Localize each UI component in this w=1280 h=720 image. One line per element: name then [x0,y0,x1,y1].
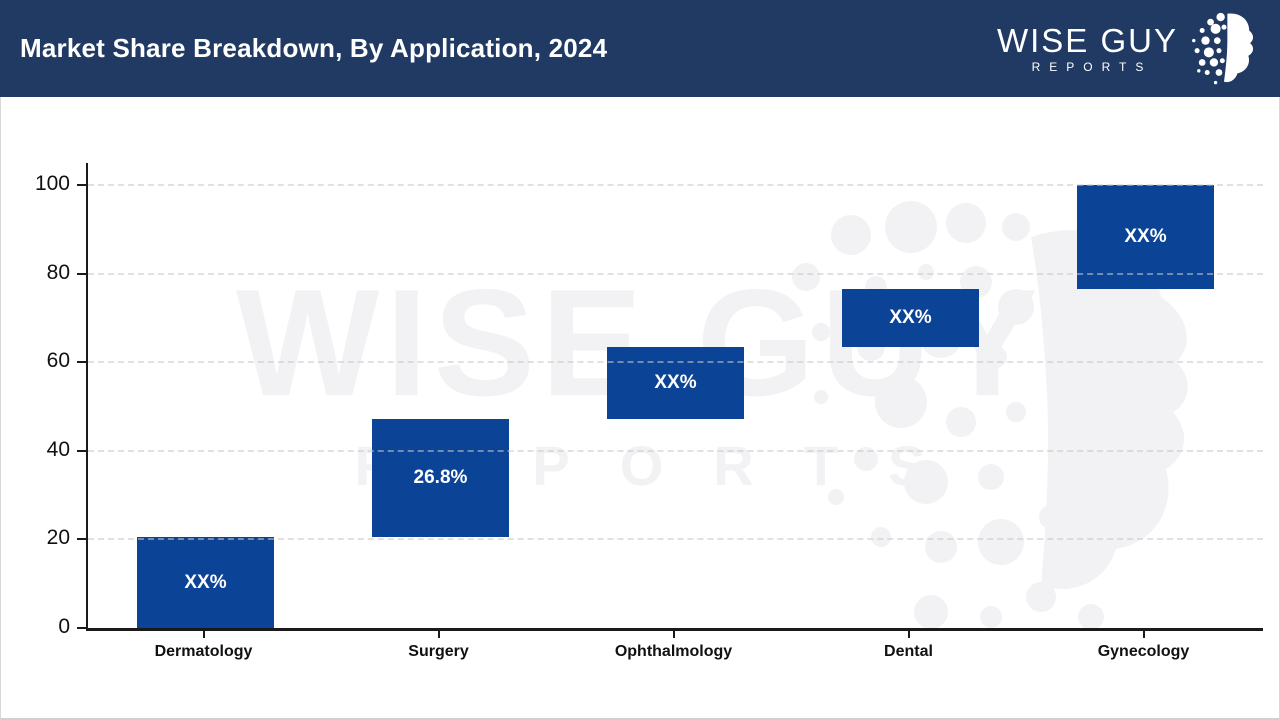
header: Market Share Breakdown, By Application, … [0,0,1280,97]
bar-ophthalmology: XX% [606,347,745,419]
y-axis-tick-label: 20 [46,526,70,550]
x-axis-tick-mark [437,631,440,638]
bar-value-label: XX% [654,371,697,393]
x-axis-tick-mark [1142,631,1145,638]
y-axis-tick-mark [77,272,86,275]
y-axis-tick-mark [77,538,86,541]
bar-gynecology: XX% [1076,185,1215,290]
y-axis-tick-mark [77,627,86,629]
page-title: Market Share Breakdown, By Application, … [20,33,608,63]
plot-area: XX% 26.8% XX% XX% XX% [86,163,1263,631]
chart-area: WISE GUY REPORTS XX% 26.8% XX% XX% XX% 0 20 40… [0,97,1280,720]
bar-surgery: 26.8% [371,418,510,538]
logo-line1: WISE GUY [996,21,1178,59]
y-axis-tick-label: 80 [46,260,70,284]
bar-value-label: XX% [184,571,227,593]
bar-value-label: 26.8% [413,466,468,488]
x-axis-tick-mark [907,631,910,638]
x-axis-category-label: Dental [884,643,933,660]
y-axis-tick-label: 0 [58,615,70,638]
y-axis-tick-mark [77,449,86,452]
bar-dental: XX% [841,289,980,348]
y-axis-tick-label: 40 [46,437,70,461]
gridline-100 [88,184,1263,187]
x-axis-tick-mark [202,631,205,638]
x-axis-tick-mark [672,631,675,638]
y-axis-tick-label: 60 [46,349,70,373]
watermark-face-icon [792,201,1188,630]
gridline-80 [88,272,1263,275]
logo-wordmark: WISE GUY REPORTS [997,24,1178,74]
bar-value-label: XX% [1124,226,1167,248]
gridline-20 [88,538,1263,541]
x-axis-category-label: Dermatology [154,643,253,660]
y-axis-tick-mark [77,361,86,364]
y-axis-tick-label: 100 [34,172,70,196]
bar-dermatology: XX% [136,537,275,628]
wise-guy-logo: WISE GUY REPORTS [997,7,1266,91]
y-axis-tick-mark [77,184,86,187]
logo-line2: REPORTS [1031,59,1153,74]
bar-value-label: XX% [889,307,932,329]
x-axis-category-label: Surgery [408,643,469,660]
x-axis-category-label: Ophthalmology [614,643,733,660]
gridline-60 [88,361,1263,364]
logo-face-icon [1192,12,1254,84]
gridline-40 [88,449,1263,452]
x-axis-category-label: Gynecology [1097,643,1190,660]
